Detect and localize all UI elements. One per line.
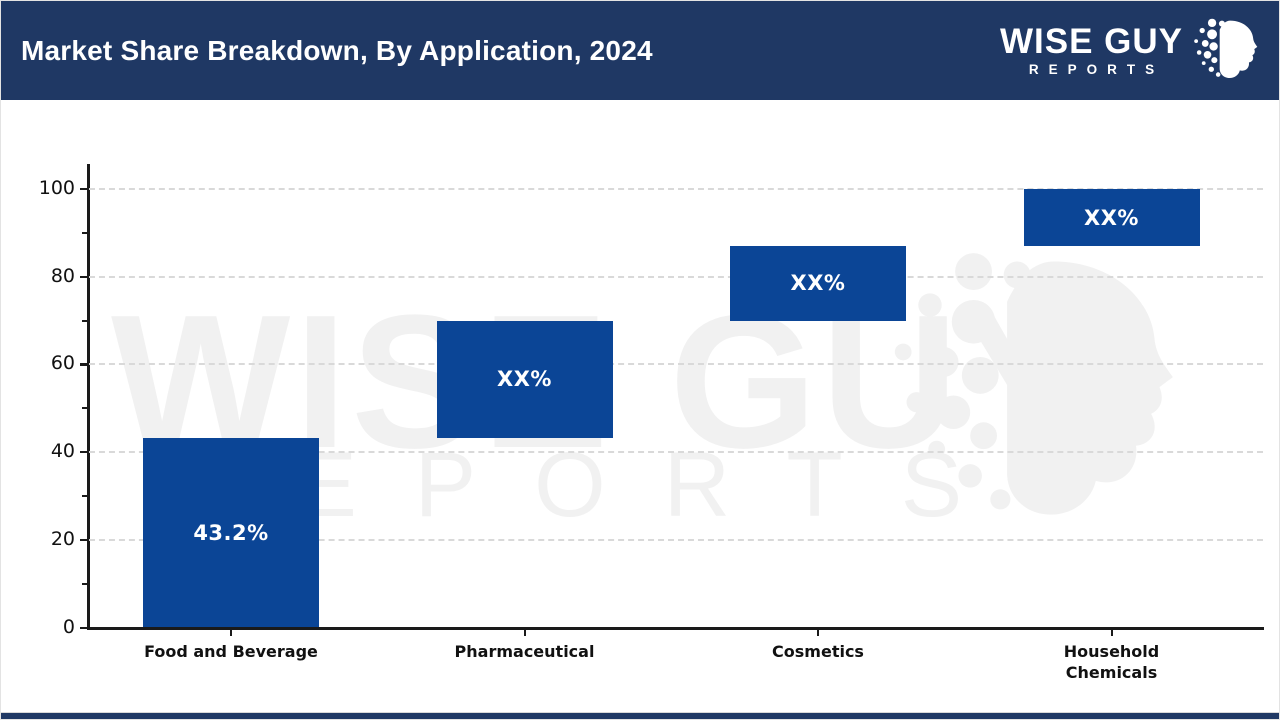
bar-food-and-beverage: 43.2% [143, 438, 319, 628]
x-tick [230, 629, 233, 636]
x-category-label-food-and-beverage: Food and Beverage [144, 642, 318, 661]
y-tick-label: 60 [50, 352, 75, 375]
gridline-20 [89, 538, 1263, 541]
gridline-60 [89, 363, 1263, 366]
bar-household-chemicals: XX% [1023, 189, 1200, 246]
bar-value-label: XX% [1084, 205, 1139, 230]
y-minor-tick [82, 407, 88, 410]
header-bar: Market Share Breakdown, By Application, … [1, 1, 1279, 100]
x-category-label-pharmaceutical: Pharmaceutical [454, 642, 595, 661]
x-category-label-cosmetics: Cosmetics [772, 642, 864, 661]
gridline-100 [89, 188, 1263, 190]
y-major-tick [80, 275, 88, 279]
bar-value-label: XX% [497, 367, 552, 392]
chart-title: Market Share Breakdown, By Application, … [21, 34, 653, 66]
y-axis-spine [87, 164, 90, 629]
bar-cosmetics: XX% [730, 246, 906, 321]
y-tick-label: 80 [50, 264, 75, 287]
y-tick-label: 40 [50, 440, 75, 463]
y-tick-label: 20 [50, 527, 75, 550]
bar-value-label: 43.2% [193, 520, 269, 545]
y-major-tick [80, 538, 88, 542]
y-minor-tick [82, 319, 88, 322]
logo-subtext: REPORTS [1028, 61, 1165, 77]
y-major-tick [80, 451, 88, 454]
y-minor-tick [82, 231, 88, 234]
y-major-tick [80, 188, 88, 191]
brand-logo: WISE GUY REPORTS [1000, 9, 1263, 93]
gridline-40 [89, 451, 1263, 454]
x-tick [817, 629, 820, 636]
y-major-tick [80, 626, 88, 629]
x-category-label-household-chemicals: Household Chemicals [1063, 642, 1160, 682]
y-major-tick [80, 363, 88, 366]
footer-bar [1, 712, 1279, 719]
x-tick [523, 629, 526, 636]
bar-value-label: XX% [790, 271, 846, 296]
y-minor-tick [82, 494, 88, 497]
y-tick-label: 0 [62, 615, 75, 638]
bar-pharmaceutical: XX% [436, 320, 613, 439]
dotted-head-profile-icon [1194, 18, 1258, 78]
y-tick-label: 100 [38, 177, 75, 199]
logo-wordmark: WISE GUY [999, 22, 1183, 62]
y-minor-tick [82, 582, 88, 585]
x-tick [1110, 629, 1113, 636]
gridline-80 [89, 275, 1263, 278]
brand-logo-text: WISE GUY REPORTS [999, 22, 1183, 77]
x-axis-spine [87, 627, 1264, 630]
